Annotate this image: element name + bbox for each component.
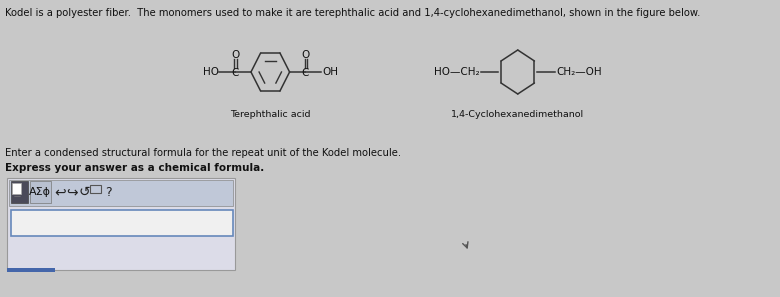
Text: ↩: ↩	[54, 185, 66, 199]
Text: Terephthalic acid: Terephthalic acid	[230, 110, 310, 119]
Text: ?: ?	[105, 186, 112, 198]
Bar	[90, 185, 101, 193]
Bar	[11, 181, 28, 203]
Bar	[7, 178, 236, 270]
Bar	[12, 182, 22, 194]
Text: ↪: ↪	[66, 185, 78, 199]
Text: Express your answer as a chemical formula.: Express your answer as a chemical formul…	[5, 163, 264, 173]
Text: ↺: ↺	[79, 185, 90, 199]
Bar	[7, 268, 55, 272]
Text: O: O	[302, 50, 310, 60]
Text: O: O	[232, 50, 239, 60]
Text: —: —	[13, 193, 20, 199]
Text: AΣϕ: AΣϕ	[30, 187, 51, 197]
Text: HO—CH₂: HO—CH₂	[434, 67, 479, 77]
Text: Enter a condensed structural formula for the repeat unit of the Kodel molecule.: Enter a condensed structural formula for…	[5, 148, 402, 158]
Text: OH: OH	[322, 67, 338, 77]
Bar	[11, 210, 233, 236]
Text: 1,4-Cyclohexanedimethanol: 1,4-Cyclohexanedimethanol	[451, 110, 584, 119]
Bar	[30, 181, 51, 203]
Bar	[9, 180, 233, 206]
Text: CH₂—OH: CH₂—OH	[556, 67, 602, 77]
Text: HO: HO	[203, 67, 218, 77]
Text: Kodel is a polyester fiber.  The monomers used to make it are terephthalic acid : Kodel is a polyester fiber. The monomers…	[5, 8, 700, 18]
Text: C: C	[232, 68, 239, 78]
Text: C: C	[302, 68, 309, 78]
